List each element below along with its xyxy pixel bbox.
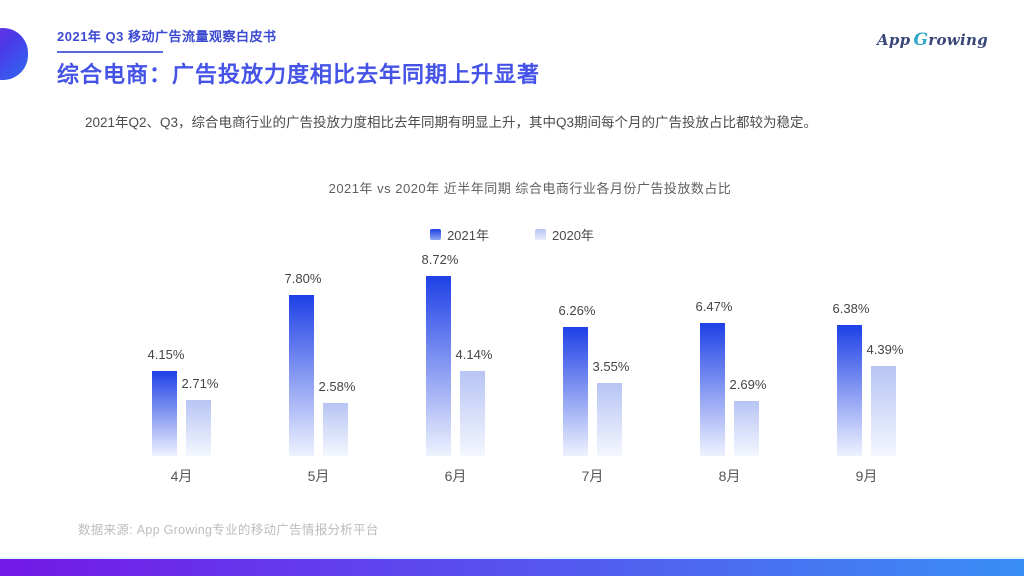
bar-group: 7.80% 2.58% 5月: [250, 270, 387, 486]
chart-legend: 2021年 2020年: [0, 225, 1024, 244]
legend-label-2021: 2021年: [447, 228, 489, 243]
x-axis-label: 9月: [855, 468, 878, 484]
bar-group: 6.38% 4.39% 9月: [798, 270, 935, 486]
bar: [734, 400, 759, 456]
bar: [837, 324, 862, 456]
bar-column-2021年-7月: 6.26%: [559, 303, 595, 456]
bar: [700, 322, 725, 456]
bar-value-label: 2.71%: [181, 376, 219, 392]
bar-column-2020年-8月: 2.69%: [730, 377, 766, 456]
bar: [563, 327, 588, 456]
legend-swatch-2021: [430, 229, 442, 240]
chart-title: 2021年 vs 2020年 近半年同期 综合电商行业各月份广告投放数占比: [328, 181, 732, 196]
app-growing-logo: App Growing: [877, 30, 988, 50]
legend-label-2020: 2020年: [552, 228, 594, 243]
bar-column-2020年-9月: 4.39%: [867, 342, 903, 456]
bar-column-2021年-5月: 7.80%: [285, 271, 321, 456]
bar-group: 4.15% 2.71% 4月: [113, 270, 250, 486]
subtitle: 2021年Q2、Q3，综合电商行业的广告投放力度相比去年同期有明显上升，其中Q3…: [85, 115, 818, 130]
bar: [597, 382, 622, 456]
bar: [152, 370, 177, 456]
bar-column-2020年-7月: 3.55%: [593, 359, 629, 456]
bar: [871, 365, 896, 456]
bar-pair: 8.72% 4.14%: [422, 252, 492, 456]
bar: [323, 402, 348, 456]
bar-value-label: 2.58%: [318, 378, 356, 394]
legend-item-2020: 2020年: [535, 225, 594, 244]
bar: [426, 276, 451, 456]
logo-text-app: App: [876, 31, 911, 49]
x-axis-label: 5月: [307, 468, 330, 484]
x-axis-label: 7月: [581, 468, 604, 484]
bar: [289, 295, 314, 456]
logo-text-rowing: rowing: [928, 31, 988, 49]
bar-pair: 6.26% 3.55%: [559, 270, 629, 456]
legend-item-2021: 2021年: [430, 225, 489, 244]
bar-value-label: 3.55%: [592, 358, 630, 374]
bar-value-label: 4.14%: [455, 346, 493, 362]
eyebrow-underline: [57, 51, 163, 53]
bar-value-label: 4.39%: [866, 341, 904, 357]
eyebrow-title: 2021年 Q3 移动广告流量观察白皮书: [57, 29, 277, 44]
bottom-bar-highlight: [0, 557, 1024, 559]
bar: [186, 400, 211, 456]
bar-column-2021年-8月: 6.47%: [696, 299, 732, 456]
bar-group: 6.26% 3.55% 7月: [524, 270, 661, 486]
bar-pair: 7.80% 2.58%: [285, 270, 355, 456]
bar-value-label: 8.72%: [421, 252, 459, 268]
bar-value-label: 2.69%: [729, 376, 767, 392]
bar-group: 6.47% 2.69% 8月: [661, 270, 798, 486]
bar-column-2020年-6月: 4.14%: [456, 347, 492, 456]
bar-pair: 6.38% 4.39%: [833, 270, 903, 456]
bottom-gradient-bar: [0, 559, 1024, 576]
decorative-blob: [0, 28, 28, 80]
bar-value-label: 6.38%: [832, 300, 870, 316]
bar-group: 8.72% 4.14% 6月: [387, 252, 524, 486]
bar-column-2021年-6月: 8.72%: [422, 252, 458, 456]
chart-bars: 4.15% 2.71% 4月 7.80% 2.58% 5月 8.72% 4.14% 6月 6.26…: [113, 252, 935, 486]
bar-column-2020年-5月: 2.58%: [319, 379, 355, 456]
bar: [460, 370, 485, 456]
bar-value-label: 6.47%: [695, 298, 733, 314]
x-axis-label: 6月: [444, 468, 467, 484]
bar-column-2020年-4月: 2.71%: [182, 376, 218, 456]
bar-pair: 6.47% 2.69%: [696, 270, 766, 456]
bar-pair: 4.15% 2.71%: [148, 270, 218, 456]
data-source: 数据来源: App Growing专业的移动广告情报分析平台: [78, 523, 379, 537]
legend-swatch-2020: [535, 229, 546, 240]
bar-value-label: 6.26%: [558, 303, 596, 318]
x-axis-label: 8月: [718, 468, 741, 484]
bar-value-label: 4.15%: [147, 346, 185, 362]
logo-g-accent: G: [913, 30, 929, 50]
bar-column-2021年-4月: 4.15%: [148, 347, 184, 456]
bar-value-label: 7.80%: [284, 271, 322, 287]
page-title: 综合电商：广告投放力度相比去年同期上升显著: [57, 62, 541, 87]
x-axis-label: 4月: [170, 468, 193, 484]
bar-column-2021年-9月: 6.38%: [833, 301, 869, 456]
